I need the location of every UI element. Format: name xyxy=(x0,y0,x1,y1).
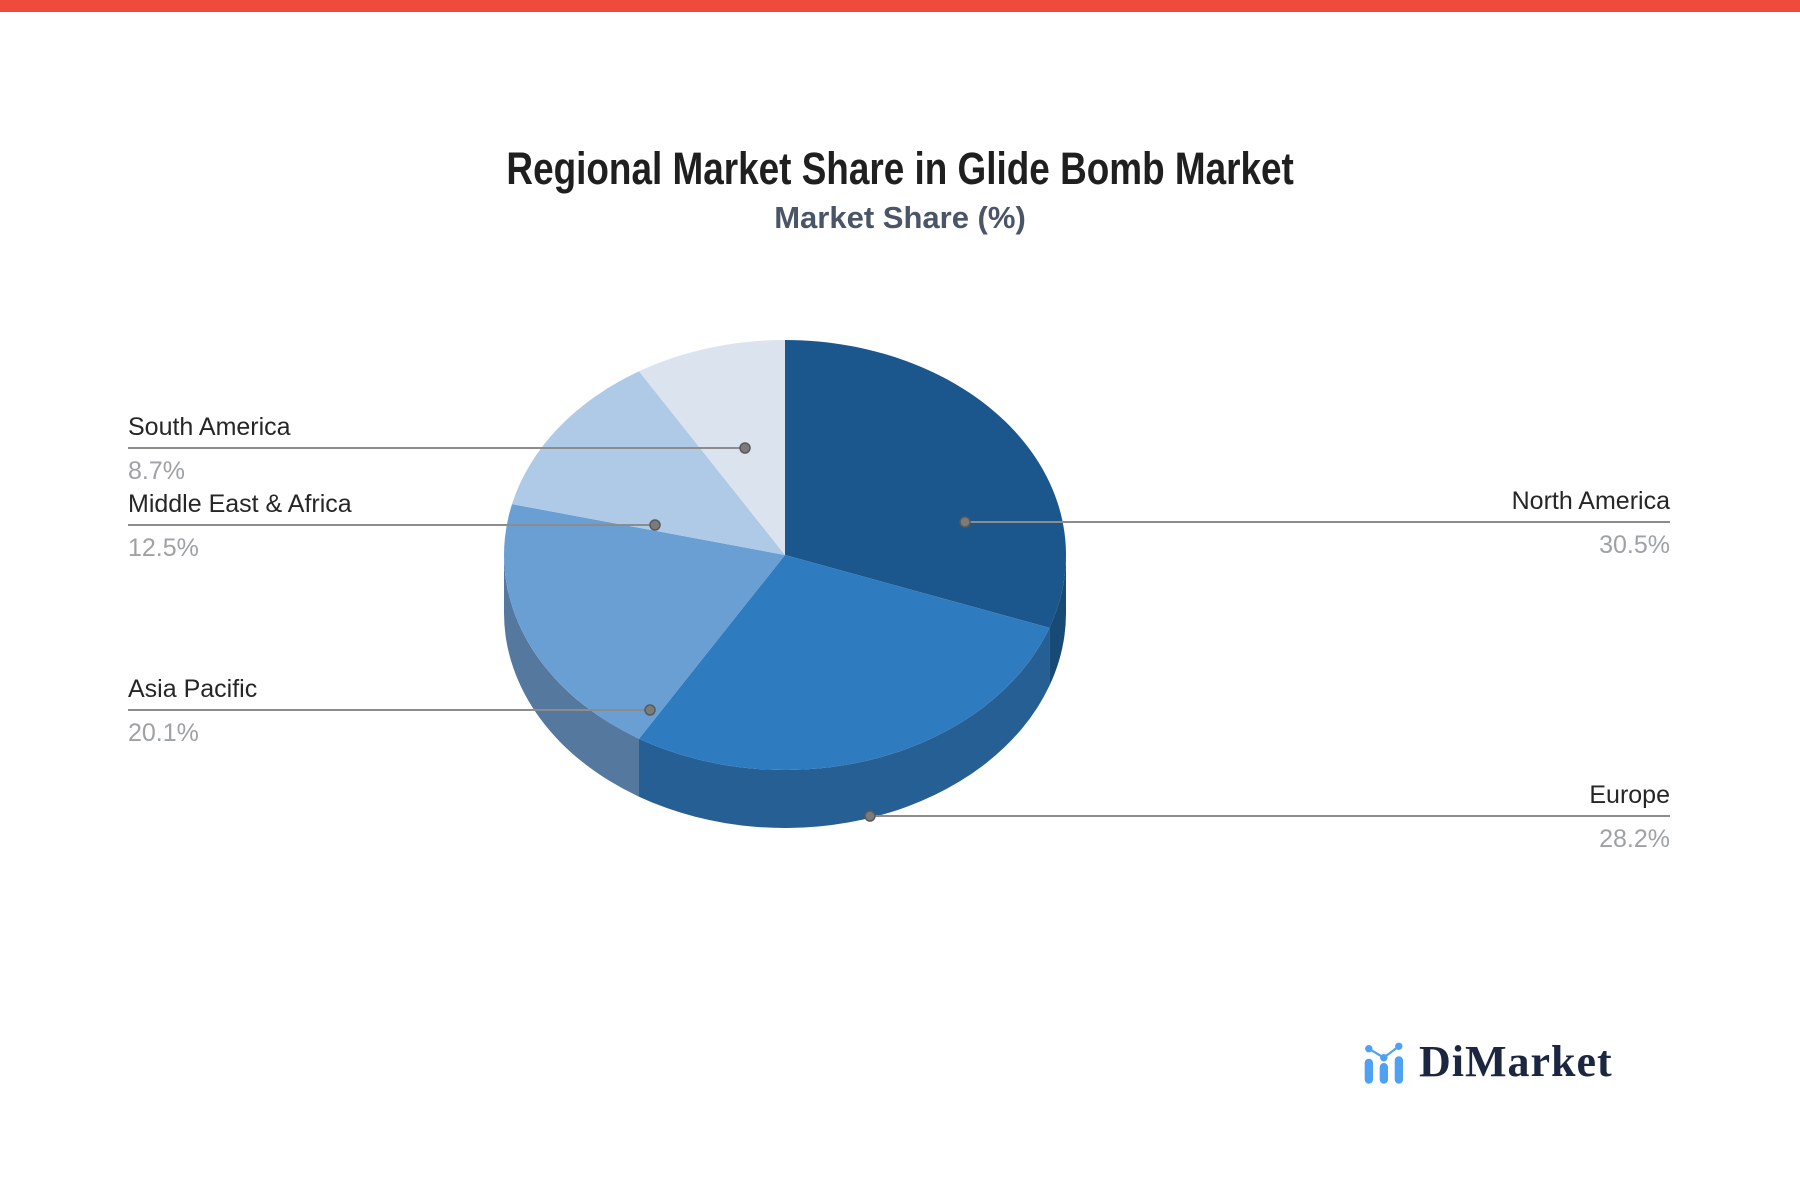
top-accent-bar xyxy=(0,0,1800,12)
callout-europe-label: Europe xyxy=(1589,781,1670,810)
pie-slice-europe xyxy=(639,555,1050,770)
leader-dot-north-america xyxy=(959,516,971,528)
leader-dot-europe xyxy=(864,810,876,822)
callout-europe-value: 28.2% xyxy=(1599,825,1670,853)
callout-middle-east-africa-value: 12.5% xyxy=(128,534,199,562)
leader-dot-middle-east-africa xyxy=(649,519,661,531)
callout-north-america-label: North America xyxy=(1511,487,1670,516)
callout-north-america-value: 30.5% xyxy=(1599,531,1670,559)
callout-asia-pacific-value: 20.1% xyxy=(128,719,199,747)
chart-title: Regional Market Share in Glide Bomb Mark… xyxy=(0,146,1800,191)
pie-top-slices xyxy=(504,340,1066,770)
pie-slice-middle-east-africa xyxy=(512,371,785,555)
callout-middle-east-africa-label: Middle East & Africa xyxy=(128,490,352,519)
leader-lines xyxy=(128,442,1670,822)
chart-title-text: Regional Market Share in Glide Bomb Mark… xyxy=(506,143,1294,194)
callout-south-america-label: South America xyxy=(128,413,291,442)
pie-slice-north-america xyxy=(785,340,1066,628)
leader-dot-asia-pacific xyxy=(644,704,656,716)
brand-name: DiMarket xyxy=(1419,1037,1613,1086)
pie-side-asia-pacific xyxy=(504,555,639,797)
callout-asia-pacific-label: Asia Pacific xyxy=(128,675,258,704)
brand-logo: DiMarket xyxy=(1364,1034,1613,1088)
pie-side-europe xyxy=(639,627,1050,828)
bar-chart-trend-logo-icon xyxy=(1364,1042,1403,1084)
callout-south-america-value: 8.7% xyxy=(128,457,185,485)
pie-side-north-america xyxy=(1049,555,1066,686)
chart-subtitle-text: Market Share (%) xyxy=(774,200,1026,235)
pie-slice-asia-pacific xyxy=(504,504,785,739)
leader-dot-south-america xyxy=(739,442,751,454)
chart-subtitle: Market Share (%) xyxy=(0,200,1800,235)
pie-depth-sides xyxy=(504,555,1066,828)
